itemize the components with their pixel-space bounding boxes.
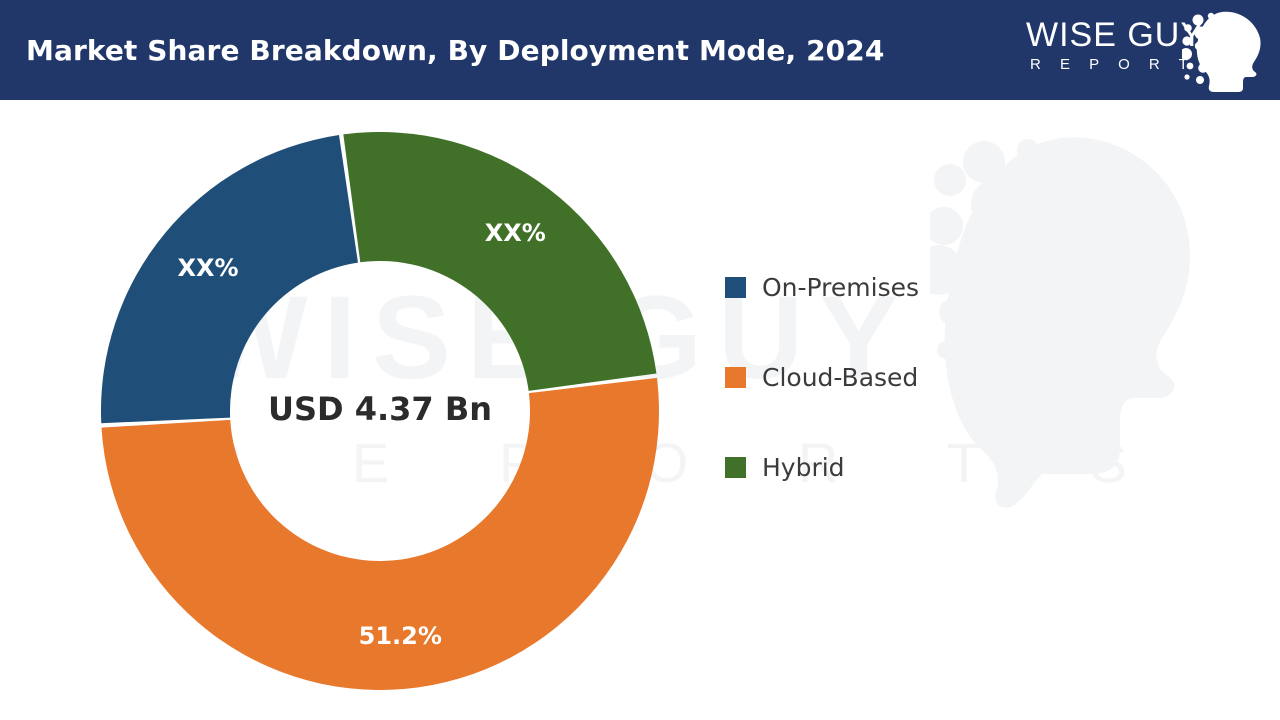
logo-wordmark-secondary: R E P O R T S — [1030, 56, 1225, 73]
header-bar: Market Share Breakdown, By Deployment Mo… — [0, 0, 1280, 100]
donut-slice[interactable] — [101, 377, 660, 691]
legend-label: Hybrid — [762, 452, 845, 482]
donut-slice[interactable] — [343, 132, 657, 391]
donut-center-label: USD 4.37 Bn — [268, 390, 492, 428]
legend-swatch-icon — [725, 366, 746, 388]
legend-swatch-icon — [725, 276, 746, 298]
legend-item-hybrid[interactable]: Hybrid — [725, 422, 985, 512]
legend-item-on-premises[interactable]: On-Premises — [725, 242, 985, 332]
donut-slice-value-label: XX% — [177, 254, 238, 282]
donut-slice[interactable] — [101, 135, 358, 424]
legend-label: On-Premises — [762, 272, 920, 302]
page-title: Market Share Breakdown, By Deployment Mo… — [26, 33, 885, 67]
donut-slices — [101, 132, 660, 691]
donut-slice-labels: XX% 51.2% XX% — [177, 219, 545, 650]
dotted-head-profile-icon — [1182, 11, 1261, 93]
wise-guy-reports-logo: WISE GUY R E P O R T S — [1022, 6, 1272, 94]
logo-wordmark-primary: WISE GUY — [1026, 16, 1205, 54]
legend-swatch-icon — [725, 456, 746, 478]
legend-label: Cloud-Based — [762, 362, 919, 392]
donut-slice-value-label: 51.2% — [359, 622, 442, 650]
donut-slice-value-label: XX% — [485, 219, 546, 247]
chart-canvas: WISE GUY R E P O R T S — [0, 100, 1280, 720]
donut-chart: XX% 51.2% XX% USD 4.37 Bn — [101, 132, 660, 691]
legend-item-cloud-based[interactable]: Cloud-Based — [725, 332, 985, 422]
chart-legend: On-Premises Cloud-Based Hybrid — [725, 242, 985, 512]
